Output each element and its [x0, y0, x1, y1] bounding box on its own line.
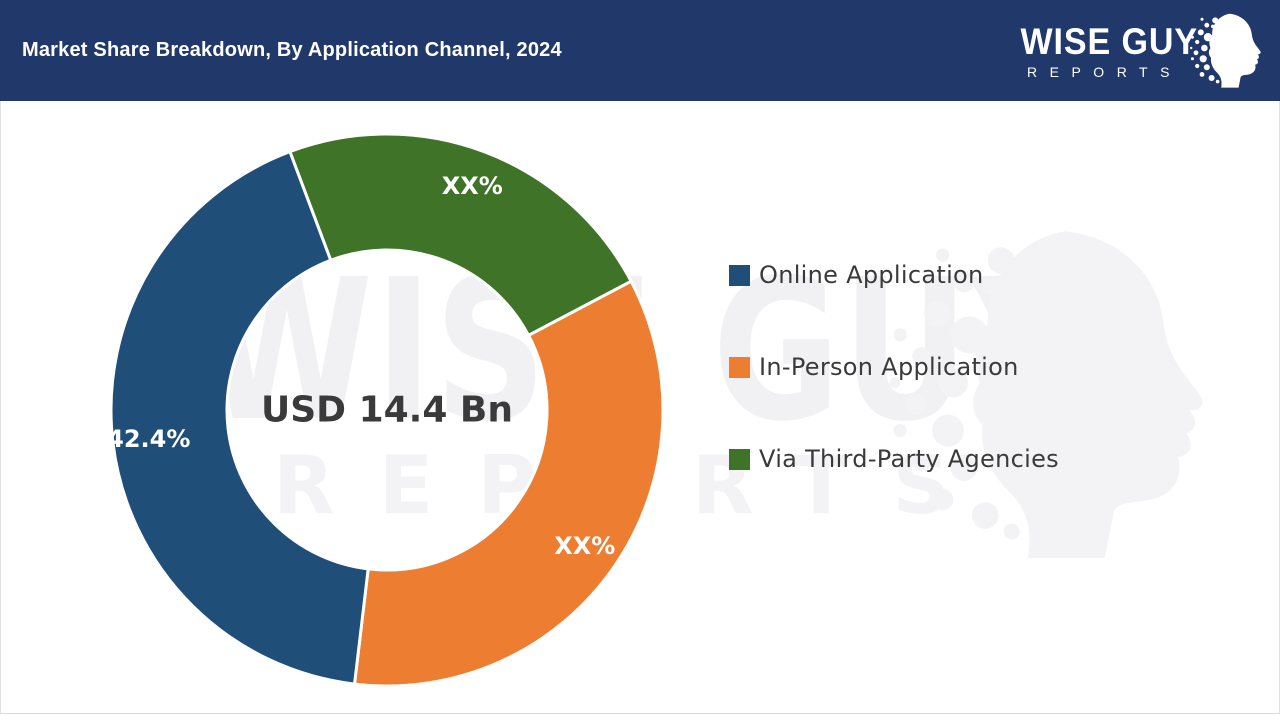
wiseguy-logo: WISE GUY REPORTS: [1005, 0, 1268, 101]
legend-label: Online Application: [759, 261, 984, 289]
legend-label: Via Third-Party Agencies: [759, 445, 1059, 473]
legend-label: In-Person Application: [759, 353, 1019, 381]
donut-rings: [109, 132, 665, 688]
legend-item-via-third-party-agencies: Via Third-Party Agencies: [729, 445, 1059, 473]
legend-item-in-person-application: In-Person Application: [729, 353, 1059, 381]
legend: Online Application In-Person Application…: [729, 261, 1059, 473]
chart-center-value: USD 14.4 Bn: [261, 389, 513, 431]
donut-chart: USD 14.4 Bn XX% XX% 42.4%: [1, 101, 1279, 713]
logo-wordmark-sub: REPORTS: [1027, 64, 1182, 80]
legend-swatch-green: [729, 448, 750, 470]
slice-label: 42.4%: [107, 424, 191, 453]
logo-wordmark: WISE GUY REPORTS: [1005, 21, 1198, 80]
donut-segment: [287, 132, 634, 338]
logo-wordmark-main: WISE GUY: [1020, 21, 1198, 62]
header-bar: Market Share Breakdown, By Application C…: [0, 0, 1280, 101]
slice-label: XX%: [441, 171, 503, 200]
chart-card: WISE GUY REPORTS USD 14.4 Bn XX%XX%42.4%…: [0, 101, 1280, 714]
legend-item-online-application: Online Application: [729, 261, 1059, 289]
donut-segment: [352, 279, 665, 688]
legend-swatch-blue: [729, 264, 750, 286]
slice-label: XX%: [554, 531, 616, 560]
legend-swatch-orange: [729, 356, 750, 378]
page-title: Market Share Breakdown, By Application C…: [22, 39, 562, 61]
donut-segment: [109, 149, 370, 686]
